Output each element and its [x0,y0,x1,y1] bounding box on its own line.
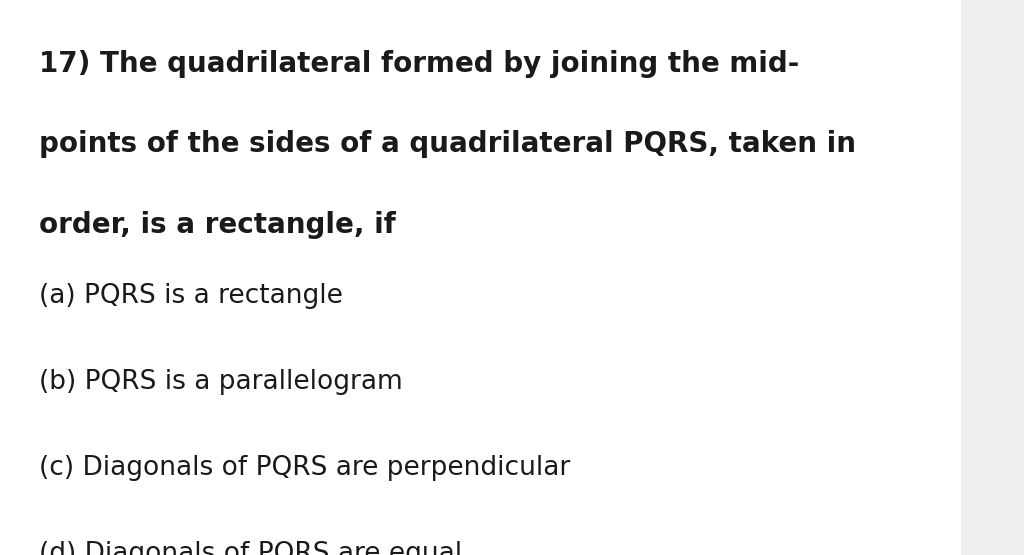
Text: (a) PQRS is a rectangle: (a) PQRS is a rectangle [39,283,343,309]
Text: points of the sides of a quadrilateral PQRS, taken in: points of the sides of a quadrilateral P… [39,130,856,158]
Text: (c) Diagonals of PQRS are perpendicular: (c) Diagonals of PQRS are perpendicular [39,455,570,481]
Text: order, is a rectangle, if: order, is a rectangle, if [39,211,396,239]
Bar [961,0,1024,555]
Text: 17) The quadrilateral formed by joining the mid-: 17) The quadrilateral formed by joining … [39,50,799,78]
Text: (b) PQRS is a parallelogram: (b) PQRS is a parallelogram [39,369,402,395]
Text: (d) Diagonals of PQRS are equal: (d) Diagonals of PQRS are equal [39,541,462,555]
